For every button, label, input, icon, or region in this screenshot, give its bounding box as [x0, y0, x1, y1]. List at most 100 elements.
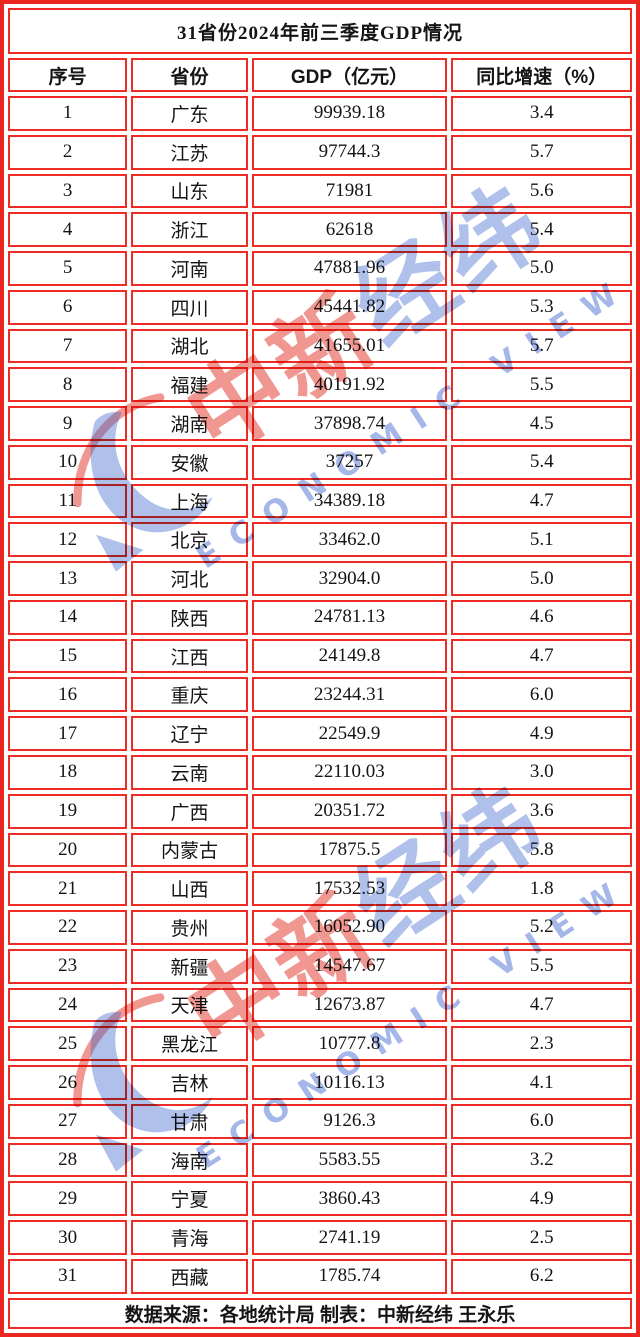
table-cell: 5.0: [451, 251, 632, 286]
table-cell: 6.2: [451, 1258, 632, 1294]
table-cell: 2.3: [451, 1026, 632, 1062]
table-cell: 6: [8, 289, 128, 325]
table-cell: 天津: [131, 987, 248, 1023]
table-cell: 广东: [131, 96, 248, 131]
table-cell: 15: [8, 638, 128, 674]
title-row: 31省份2024年前三季度GDP情况: [8, 8, 632, 54]
table-cell: 33462.0: [251, 522, 448, 558]
table-cell: 黑龙江: [131, 1026, 248, 1062]
table-row: 28 海南 5583.55 3.2: [8, 1142, 632, 1178]
column-header-province: 省份: [131, 58, 248, 92]
table-cell: 16052.90: [251, 910, 448, 945]
table-cell: 4.9: [451, 716, 632, 752]
table-cell: 吉林: [131, 1065, 248, 1100]
table-cell: 重庆: [131, 677, 248, 713]
table-cell: 山东: [131, 173, 248, 209]
table-cell: 河南: [131, 251, 248, 286]
table-row: 6 四川 45441.82 5.3: [8, 289, 632, 325]
table-cell: 北京: [131, 522, 248, 558]
table-cell: 27: [8, 1103, 128, 1139]
table-row: 25 黑龙江 10777.8 2.3: [8, 1026, 632, 1062]
table-cell: 5.2: [451, 910, 632, 945]
table-cell: 安徽: [131, 444, 248, 480]
table-body: 1 广东 99939.18 3.4 2 江苏 97744.3 5.7 3 山东 71981 5.6 4 浙…: [8, 96, 632, 1294]
column-header-growth: 同比增速（%）: [451, 58, 632, 92]
table-cell: 4.7: [451, 638, 632, 674]
table-cell: 25: [8, 1026, 128, 1062]
table-row: 26 吉林 10116.13 4.1: [8, 1065, 632, 1100]
table-cell: 5.1: [451, 522, 632, 558]
table-cell: 40191.92: [251, 367, 448, 403]
table-row: 24 天津 12673.87 4.7: [8, 987, 632, 1023]
table-row: 3 山东 71981 5.6: [8, 173, 632, 209]
table-row: 31 西藏 1785.74 6.2: [8, 1258, 632, 1294]
table-cell: 41655.01: [251, 328, 448, 364]
table-cell: 5.7: [451, 328, 632, 364]
header-row: 序号 省份 GDP（亿元） 同比增速（%）: [8, 58, 632, 92]
table-cell: 12: [8, 522, 128, 558]
table-cell: 云南: [131, 755, 248, 790]
footnote-row: 数据来源：各地统计局 制表：中新经纬 王永乐: [8, 1298, 632, 1329]
table-cell: 福建: [131, 367, 248, 403]
table-cell: 14: [8, 599, 128, 635]
table-cell: 山西: [131, 871, 248, 907]
table-cell: 湖南: [131, 406, 248, 441]
table-cell: 江苏: [131, 134, 248, 170]
table-cell: 16: [8, 677, 128, 713]
table-row: 7 湖北 41655.01 5.7: [8, 328, 632, 364]
table-cell: 5.4: [451, 212, 632, 248]
table-cell: 2.5: [451, 1220, 632, 1255]
table-cell: 5.5: [451, 948, 632, 984]
table-cell: 34389.18: [251, 483, 448, 519]
table-cell: 30: [8, 1220, 128, 1255]
table-cell: 37257: [251, 444, 448, 480]
table-cell: 23244.31: [251, 677, 448, 713]
table-cell: 20: [8, 832, 128, 868]
table-cell: 5.0: [451, 561, 632, 596]
table-row: 15 江西 24149.8 4.7: [8, 638, 632, 674]
table-row: 13 河北 32904.0 5.0: [8, 561, 632, 596]
table-cell: 23: [8, 948, 128, 984]
table-row: 1 广东 99939.18 3.4: [8, 96, 632, 131]
table-cell: 20351.72: [251, 793, 448, 829]
table-row: 23 新疆 14547.67 5.5: [8, 948, 632, 984]
table-row: 22 贵州 16052.90 5.2: [8, 910, 632, 945]
table-cell: 5.6: [451, 173, 632, 209]
table-cell: 青海: [131, 1220, 248, 1255]
table-cell: 四川: [131, 289, 248, 325]
table-cell: 广西: [131, 793, 248, 829]
table-row: 11 上海 34389.18 4.7: [8, 483, 632, 519]
table-cell: 24781.13: [251, 599, 448, 635]
table-row: 12 北京 33462.0 5.1: [8, 522, 632, 558]
table-cell: 江西: [131, 638, 248, 674]
table-row: 9 湖南 37898.74 4.5: [8, 406, 632, 441]
table-cell: 甘肃: [131, 1103, 248, 1139]
column-header-index: 序号: [8, 58, 128, 92]
table-row: 10 安徽 37257 5.4: [8, 444, 632, 480]
table-cell: 12673.87: [251, 987, 448, 1023]
table-cell: 3.4: [451, 96, 632, 131]
table-cell: 1785.74: [251, 1258, 448, 1294]
table-cell: 14547.67: [251, 948, 448, 984]
table-cell: 4: [8, 212, 128, 248]
table-cell: 4.7: [451, 483, 632, 519]
table-cell: 5.8: [451, 832, 632, 868]
table-cell: 97744.3: [251, 134, 448, 170]
table-cell: 11: [8, 483, 128, 519]
table-cell: 22110.03: [251, 755, 448, 790]
table-row: 4 浙江 62618 5.4: [8, 212, 632, 248]
table-cell: 10777.8: [251, 1026, 448, 1062]
table-cell: 22549.9: [251, 716, 448, 752]
table-cell: 17: [8, 716, 128, 752]
table-row: 18 云南 22110.03 3.0: [8, 755, 632, 790]
table-cell: 21: [8, 871, 128, 907]
table-cell: 宁夏: [131, 1181, 248, 1217]
table-cell: 24: [8, 987, 128, 1023]
table-row: 27 甘肃 9126.3 6.0: [8, 1103, 632, 1139]
table-row: 5 河南 47881.96 5.0: [8, 251, 632, 286]
table-cell: 17532.53: [251, 871, 448, 907]
table-cell: 8: [8, 367, 128, 403]
table-cell: 5.4: [451, 444, 632, 480]
table-cell: 3: [8, 173, 128, 209]
